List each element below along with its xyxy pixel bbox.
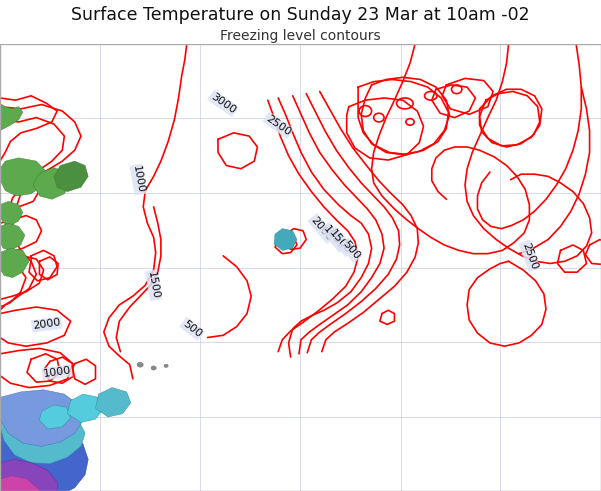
Text: 1000: 1000 [130,165,145,194]
Polygon shape [33,167,70,199]
Polygon shape [0,158,47,196]
Polygon shape [0,104,23,131]
Polygon shape [0,460,58,491]
Ellipse shape [164,364,168,367]
Text: 2000: 2000 [309,215,335,243]
Polygon shape [274,229,297,250]
Polygon shape [0,476,40,491]
Text: Surface Temperature on Sunday 23 Mar at 10am -02: Surface Temperature on Sunday 23 Mar at … [71,6,530,24]
Text: 1000: 1000 [43,365,72,379]
Polygon shape [0,223,25,250]
Text: 1500: 1500 [328,228,353,256]
Text: 500: 500 [181,318,203,339]
Text: 1500: 1500 [146,271,161,300]
Text: 1000: 1000 [322,223,347,251]
Polygon shape [0,248,29,277]
Text: 2500: 2500 [520,241,539,271]
Polygon shape [0,201,23,225]
Ellipse shape [151,366,156,370]
Text: 3000: 3000 [209,91,237,115]
Text: 500: 500 [340,239,361,262]
Text: Freezing level contours: Freezing level contours [220,28,381,43]
Polygon shape [40,405,70,429]
Polygon shape [0,390,83,446]
Polygon shape [67,394,104,422]
Text: 2500: 2500 [264,113,293,137]
Polygon shape [0,405,85,464]
Text: 2000: 2000 [32,318,61,331]
Polygon shape [96,387,131,417]
Polygon shape [54,161,88,191]
Polygon shape [0,416,88,491]
Ellipse shape [137,362,143,367]
